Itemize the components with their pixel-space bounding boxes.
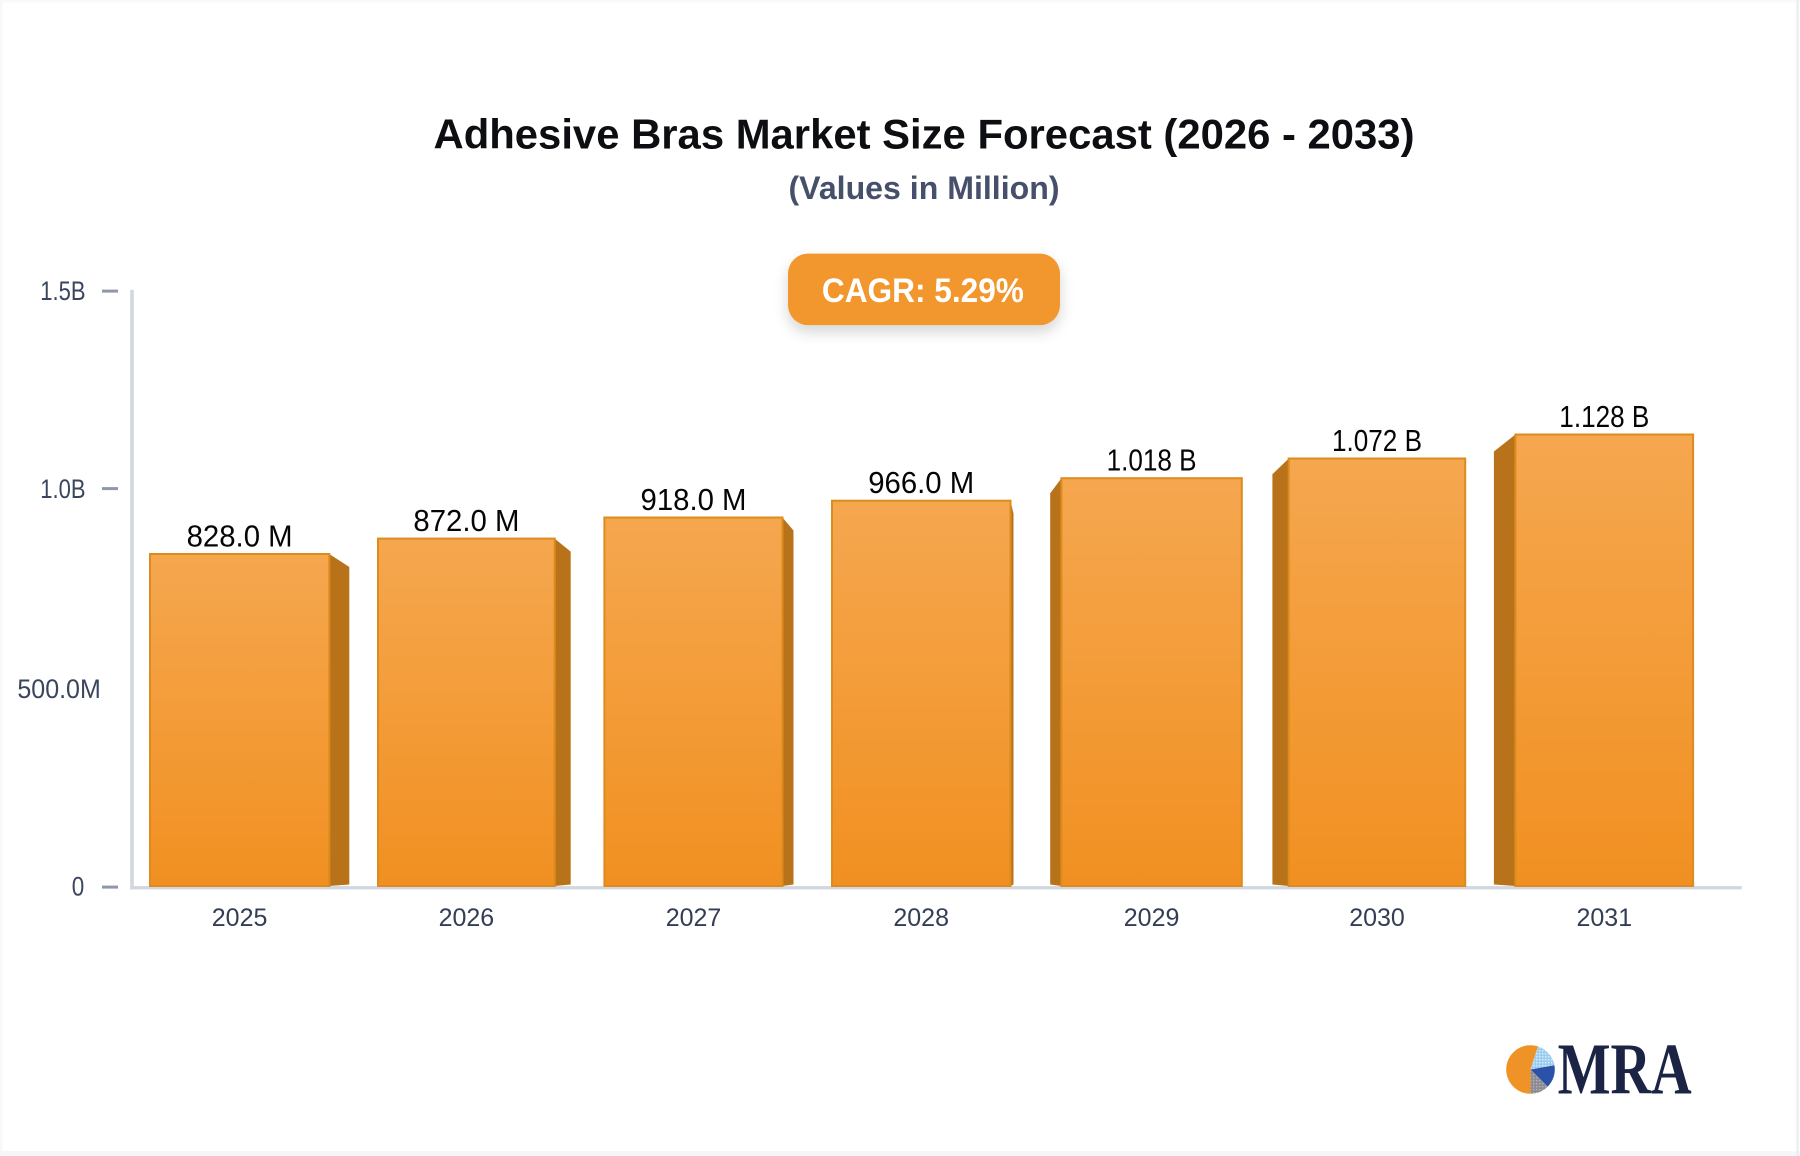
svg-text:1.0B: 1.0B — [40, 474, 85, 504]
svg-text:872.0 M: 872.0 M — [413, 503, 519, 538]
svg-text:2031: 2031 — [1576, 904, 1632, 932]
svg-text:1.072 B: 1.072 B — [1332, 423, 1422, 458]
svg-text:2027: 2027 — [666, 904, 722, 932]
svg-text:918.0 M: 918.0 M — [641, 482, 747, 517]
svg-text:Adhesive Bras Market Size Fore: Adhesive Bras Market Size Forecast (2026… — [434, 110, 1415, 157]
svg-text:2025: 2025 — [212, 904, 268, 932]
svg-text:1.5B: 1.5B — [40, 276, 85, 306]
svg-text:966.0 M: 966.0 M — [868, 465, 974, 500]
svg-text:828.0 M: 828.0 M — [187, 519, 293, 554]
svg-text:1.128 B: 1.128 B — [1559, 399, 1649, 434]
svg-text:500.0M: 500.0M — [17, 674, 100, 704]
svg-text:2028: 2028 — [893, 904, 949, 932]
svg-text:2029: 2029 — [1124, 904, 1180, 932]
svg-text:1.018 B: 1.018 B — [1107, 443, 1197, 478]
svg-text:2026: 2026 — [439, 904, 495, 932]
svg-text:MRA: MRA — [1558, 1029, 1692, 1110]
svg-text:(Values in Million): (Values in Million) — [789, 170, 1060, 206]
svg-text:0: 0 — [72, 872, 85, 902]
svg-text:CAGR: 5.29%: CAGR: 5.29% — [822, 272, 1024, 310]
svg-text:2030: 2030 — [1349, 904, 1405, 932]
